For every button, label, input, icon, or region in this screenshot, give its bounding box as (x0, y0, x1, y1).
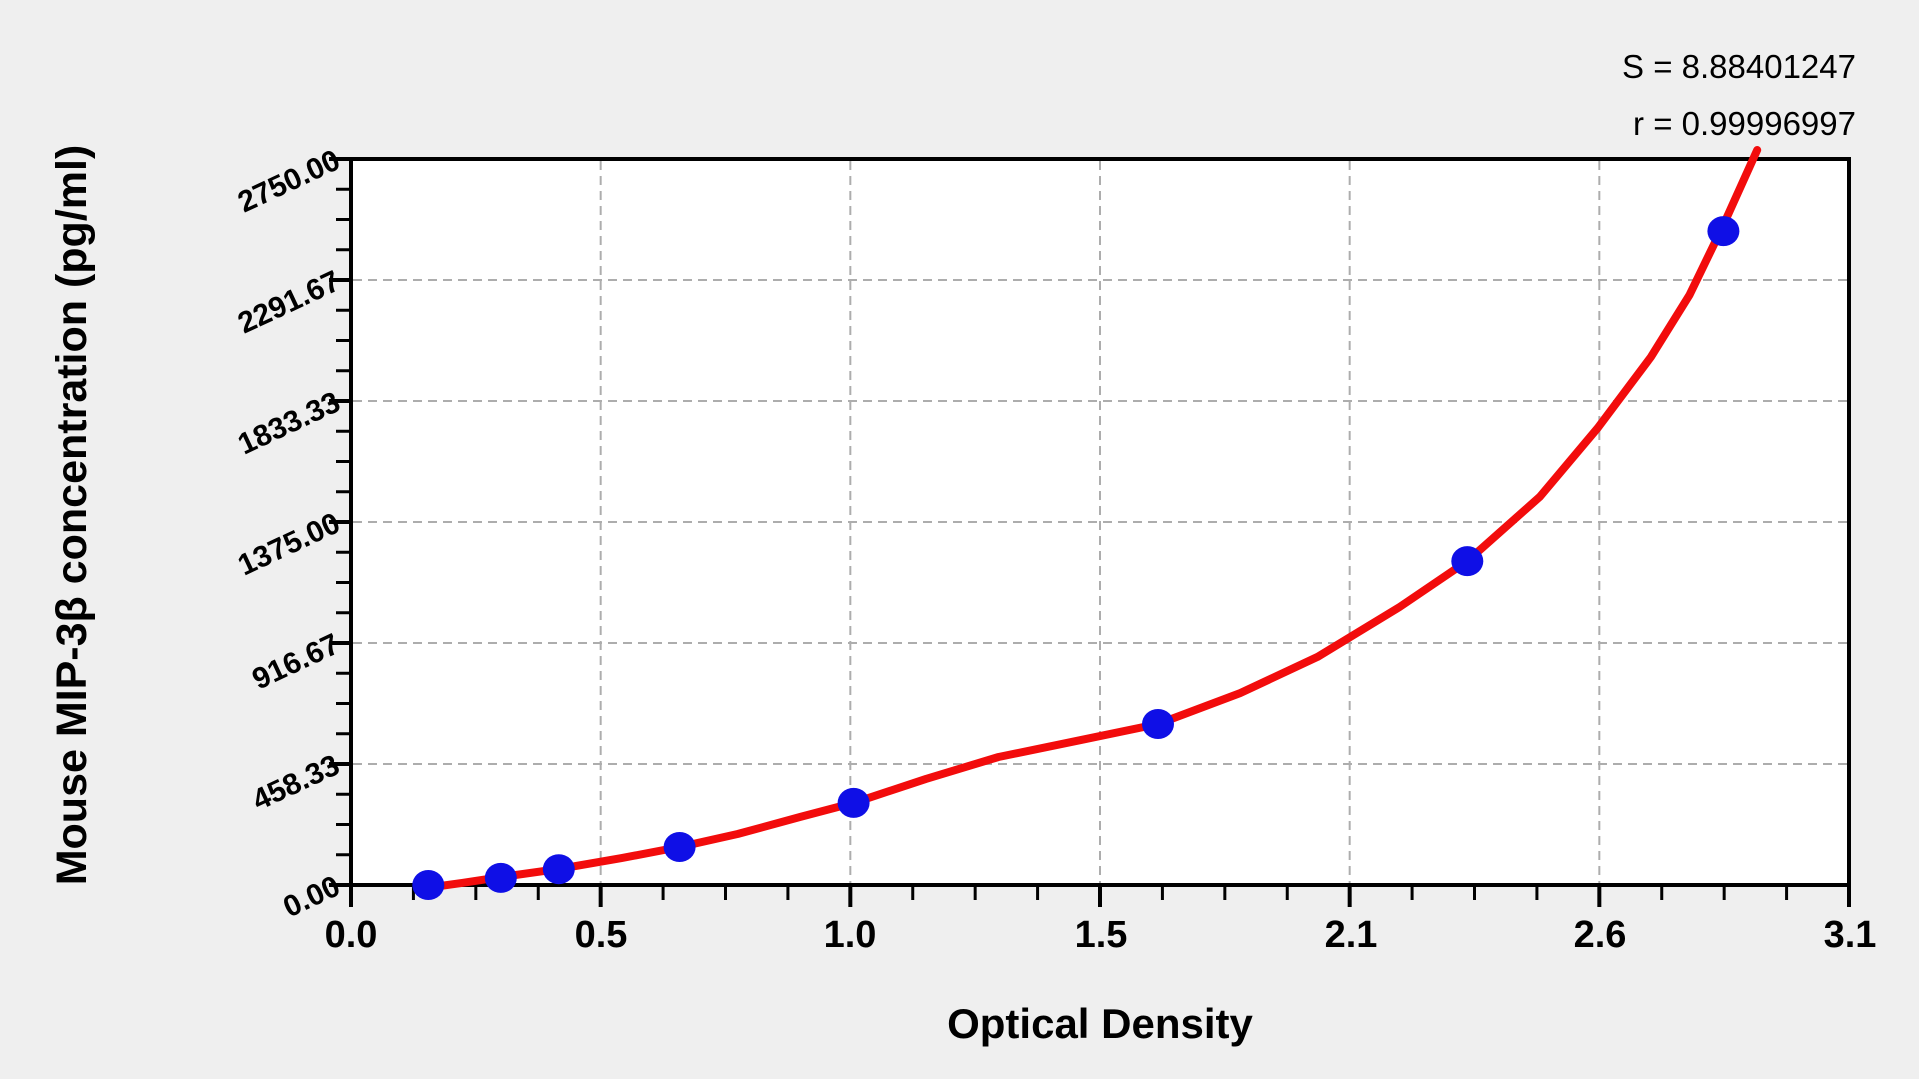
fitted-curve-line (414, 146, 1762, 893)
data-point (837, 787, 870, 818)
x-tick-label: 2.6 (1573, 914, 1627, 956)
x-tick-label: 0.0 (324, 914, 378, 956)
data-point (663, 832, 696, 862)
gridlines (353, 161, 1847, 883)
x-tick-label: 0.5 (574, 914, 628, 956)
fit-curve (414, 146, 1762, 893)
x-tick-label: 1.0 (823, 914, 877, 956)
data-point (412, 870, 445, 900)
plot-border (349, 157, 1851, 887)
data-point (1451, 546, 1484, 577)
data-point (1707, 216, 1740, 247)
stats-s-value: S = 8.88401247 (1622, 48, 1856, 85)
x-tick-label: 1.5 (1074, 914, 1128, 956)
data-point (542, 854, 575, 885)
y-axis-title: Mouse MIP-3β concentration (pg/ml) (48, 144, 96, 886)
data-point (484, 862, 517, 893)
x-tick-label: 2.1 (1324, 914, 1378, 956)
data-points (412, 216, 1740, 900)
stats-r-value: r = 0.99996997 (1633, 105, 1856, 142)
data-point (1142, 709, 1174, 739)
x-tick-label: 3.1 (1823, 914, 1877, 956)
axis-ticks (329, 157, 1851, 907)
x-axis-title: Optical Density (947, 1000, 1253, 1047)
fit-statistics: S = 8.88401247 r = 0.99996997 (1622, 38, 1856, 152)
